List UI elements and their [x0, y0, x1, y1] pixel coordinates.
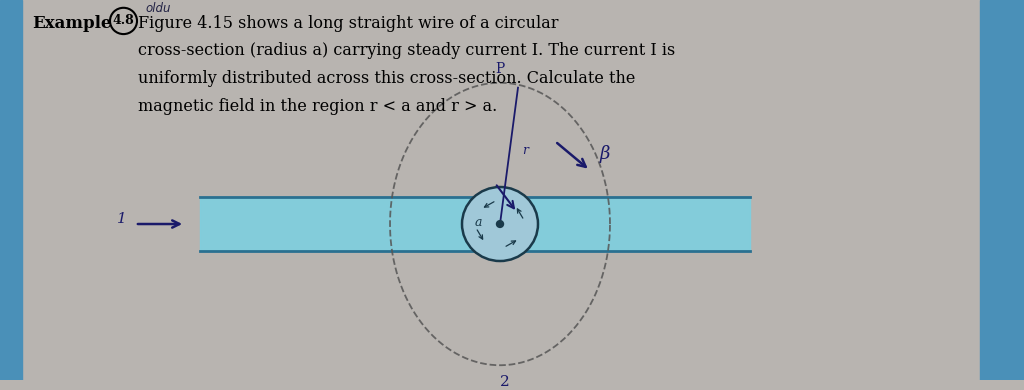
Circle shape — [497, 221, 504, 227]
Text: a: a — [474, 216, 481, 229]
Circle shape — [462, 187, 538, 261]
Bar — [0, 0, 22, 380]
Text: 4.8: 4.8 — [113, 14, 134, 27]
Text: P: P — [496, 62, 505, 76]
Text: magnetic field in the region r < a and r > a.: magnetic field in the region r < a and r… — [138, 98, 498, 115]
Text: uniformly distributed across this cross-section. Calculate the: uniformly distributed across this cross-… — [138, 70, 635, 87]
Text: 1: 1 — [118, 212, 127, 226]
Bar — [200, 197, 750, 251]
Text: β: β — [600, 145, 610, 163]
Text: r: r — [522, 144, 528, 158]
Text: Figure 4.15 shows a long straight wire of a circular: Figure 4.15 shows a long straight wire o… — [138, 14, 558, 32]
Text: 2: 2 — [500, 375, 510, 389]
Text: cross-section (radius a) carrying steady current I. The current I is: cross-section (radius a) carrying steady… — [138, 43, 675, 59]
Text: Example: Example — [32, 14, 112, 32]
Text: oldu: oldu — [145, 2, 171, 15]
Bar — [980, 0, 1024, 380]
